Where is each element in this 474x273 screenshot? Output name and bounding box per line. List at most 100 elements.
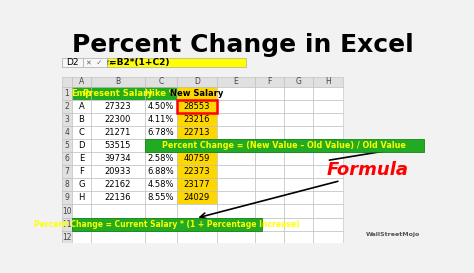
Text: C: C: [158, 77, 164, 86]
Text: Emp: Emp: [71, 89, 91, 98]
Bar: [177, 231, 217, 244]
Bar: [313, 139, 343, 152]
Bar: [91, 77, 145, 87]
Text: F: F: [267, 77, 272, 86]
Bar: [62, 191, 72, 204]
Text: 22373: 22373: [183, 167, 210, 176]
Text: 4.58%: 4.58%: [147, 180, 174, 189]
Bar: [217, 100, 255, 113]
Bar: [145, 139, 177, 152]
Text: 3: 3: [64, 115, 69, 124]
Bar: [217, 178, 255, 191]
Bar: [177, 218, 217, 231]
Bar: [145, 191, 177, 204]
Bar: [145, 77, 177, 87]
Bar: [284, 218, 313, 231]
Bar: [177, 100, 217, 113]
Bar: [72, 204, 91, 218]
Text: 6.88%: 6.88%: [147, 167, 174, 176]
Text: 9: 9: [64, 194, 69, 202]
Bar: [284, 100, 313, 113]
Bar: [177, 165, 217, 178]
Bar: [72, 218, 262, 232]
Bar: [177, 77, 217, 87]
Bar: [62, 58, 83, 67]
Bar: [284, 204, 313, 218]
Bar: [62, 152, 72, 165]
Bar: [91, 139, 145, 152]
Bar: [72, 77, 91, 87]
Bar: [91, 218, 145, 231]
Bar: [62, 77, 72, 87]
Bar: [177, 139, 217, 152]
Text: 22162: 22162: [105, 180, 131, 189]
Bar: [255, 165, 284, 178]
Text: 39734: 39734: [104, 154, 131, 163]
Bar: [72, 139, 91, 152]
Bar: [177, 126, 217, 139]
Bar: [284, 231, 313, 244]
Text: 22136: 22136: [104, 194, 131, 202]
Text: New Salary: New Salary: [170, 89, 224, 98]
Bar: [177, 113, 217, 126]
Text: D: D: [194, 77, 200, 86]
Bar: [62, 113, 72, 126]
Text: 7: 7: [64, 167, 69, 176]
Bar: [217, 165, 255, 178]
Bar: [217, 204, 255, 218]
Bar: [255, 87, 284, 100]
Bar: [91, 100, 145, 113]
Bar: [83, 58, 107, 67]
Bar: [91, 178, 145, 191]
Bar: [91, 113, 145, 126]
Text: E: E: [79, 154, 84, 163]
Bar: [313, 231, 343, 244]
Text: 8.55%: 8.55%: [147, 194, 174, 202]
Text: 22300: 22300: [105, 115, 131, 124]
Bar: [255, 204, 284, 218]
Bar: [313, 178, 343, 191]
Bar: [284, 178, 313, 191]
Bar: [72, 113, 91, 126]
Text: B: B: [115, 77, 120, 86]
Bar: [145, 218, 177, 231]
Bar: [313, 191, 343, 204]
Bar: [217, 231, 255, 244]
Text: 23216: 23216: [183, 115, 210, 124]
Bar: [145, 152, 177, 165]
Text: C: C: [78, 128, 84, 137]
Text: 24029: 24029: [184, 194, 210, 202]
Text: H: H: [78, 194, 84, 202]
Bar: [145, 178, 177, 191]
Bar: [313, 126, 343, 139]
Bar: [72, 191, 91, 204]
Text: 4.50%: 4.50%: [147, 102, 174, 111]
Bar: [313, 87, 343, 100]
Bar: [72, 87, 91, 100]
Bar: [177, 178, 217, 191]
Text: Formula: Formula: [327, 161, 409, 179]
Text: H: H: [325, 77, 331, 86]
Text: A: A: [79, 102, 84, 111]
Text: Percent Change = (New Value – Old Value) / Old Value: Percent Change = (New Value – Old Value)…: [163, 141, 406, 150]
Bar: [72, 165, 91, 178]
Bar: [177, 152, 217, 165]
Text: E: E: [233, 77, 238, 86]
Bar: [255, 77, 284, 87]
Text: 2.58%: 2.58%: [147, 154, 174, 163]
Bar: [145, 126, 177, 139]
Bar: [217, 191, 255, 204]
Bar: [255, 113, 284, 126]
Bar: [177, 100, 217, 113]
Bar: [62, 87, 72, 100]
Text: 1: 1: [64, 89, 69, 98]
Bar: [255, 178, 284, 191]
Bar: [62, 139, 72, 152]
Bar: [145, 231, 177, 244]
Bar: [255, 191, 284, 204]
Text: G: G: [296, 77, 301, 86]
Bar: [62, 231, 72, 244]
Bar: [313, 165, 343, 178]
Bar: [255, 126, 284, 139]
Bar: [72, 126, 91, 139]
